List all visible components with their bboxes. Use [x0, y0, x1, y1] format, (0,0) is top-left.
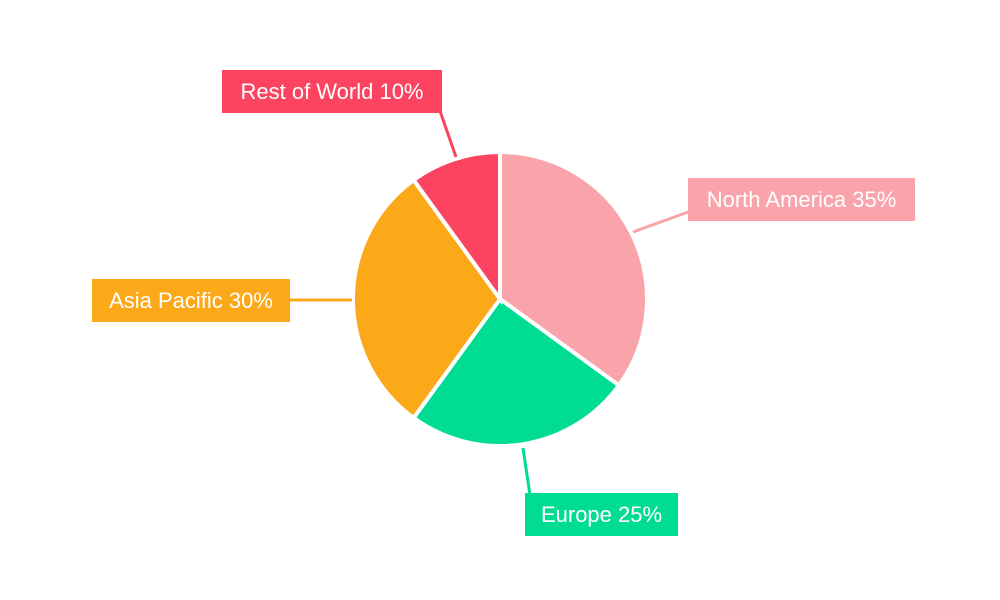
leader-line-europe [521, 447, 532, 496]
pie-slice-europe[interactable] [410, 296, 622, 448]
slice-label-north-america: North America 35% [688, 178, 915, 221]
pie-slice-rest-of-world[interactable] [410, 149, 502, 306]
slice-label-europe: Europe 25% [525, 493, 678, 536]
pie-slice-asia-pacific[interactable] [350, 177, 503, 421]
pie-slice-north-america[interactable] [498, 149, 649, 389]
leader-line-north-america [632, 209, 692, 234]
slice-label-rest-of-world: Rest of World 10% [222, 70, 442, 113]
slice-label-asia-pacific: Asia Pacific 30% [92, 279, 290, 322]
leader-line-rest-of-world [438, 110, 458, 158]
